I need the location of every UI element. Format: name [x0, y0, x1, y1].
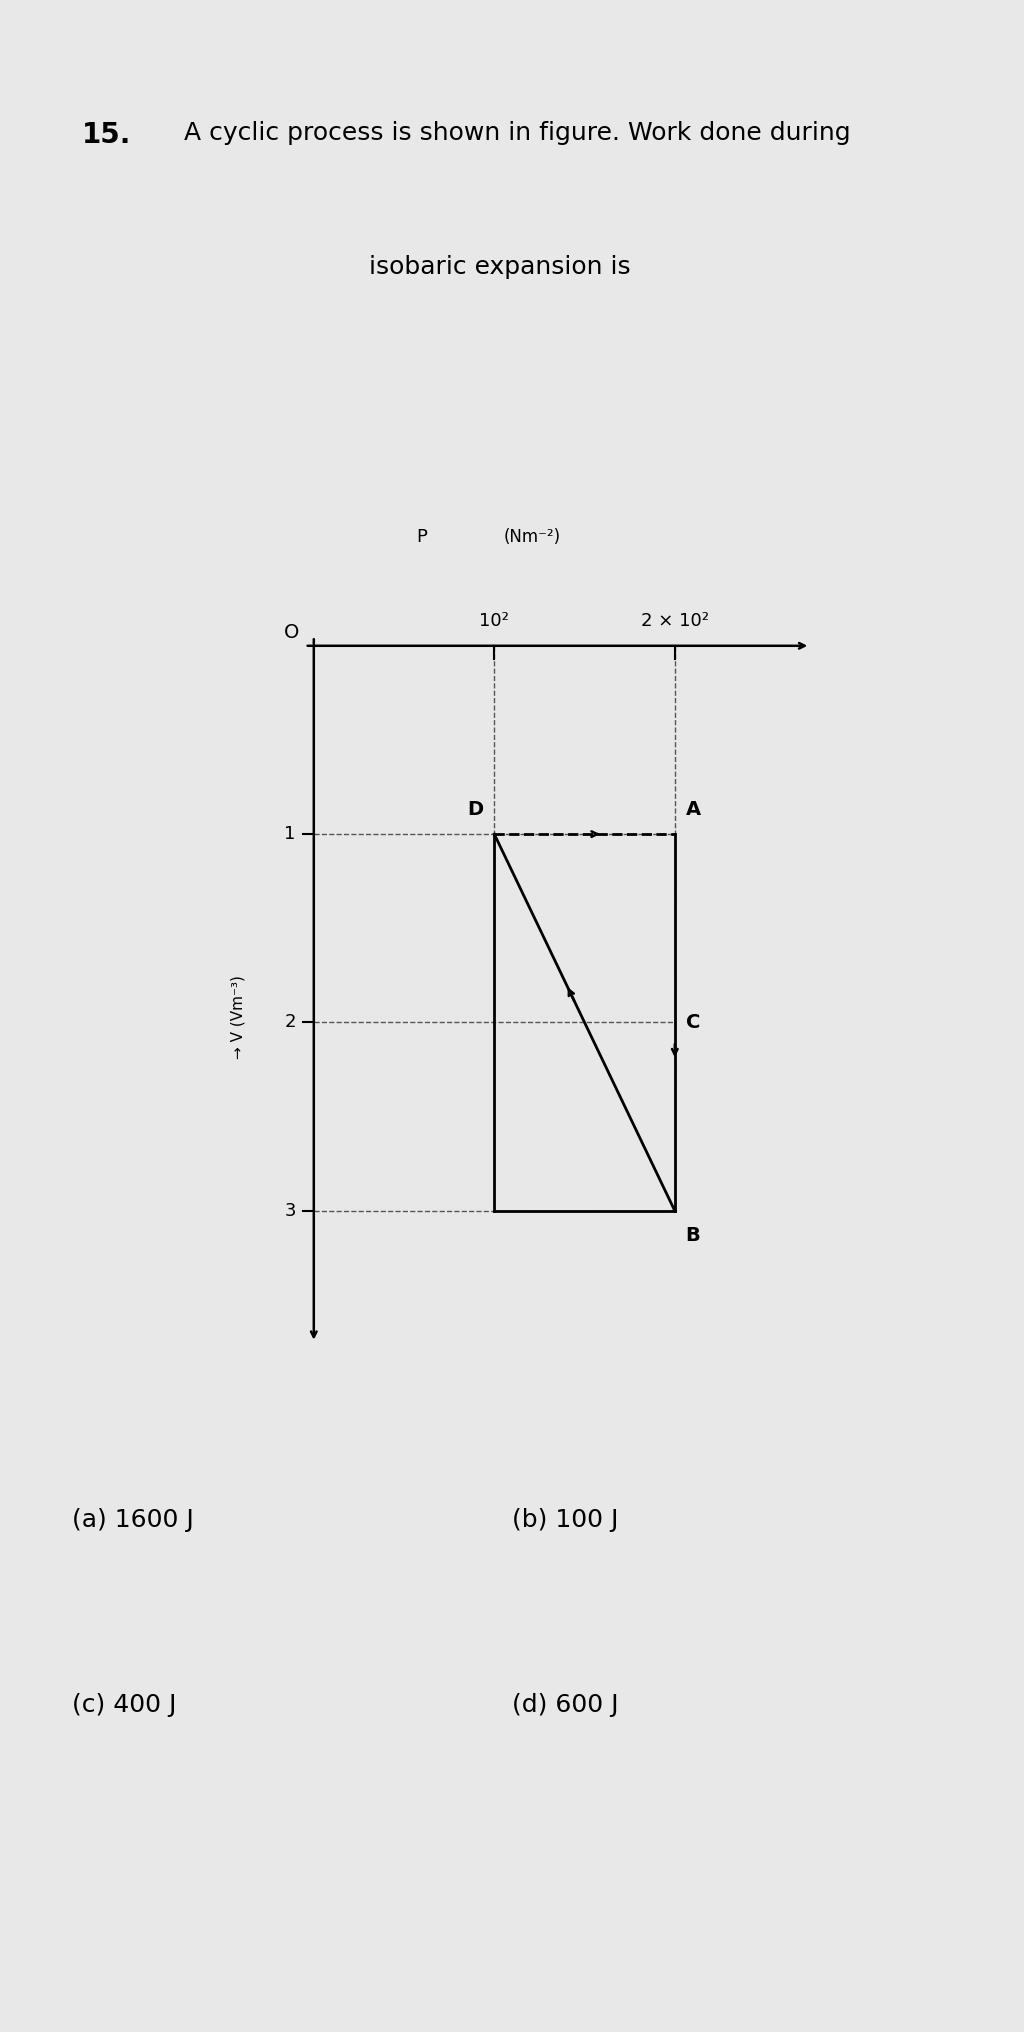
Text: 15.: 15.	[82, 122, 131, 148]
Text: (d) 600 J: (d) 600 J	[512, 1693, 618, 1717]
Text: (a) 1600 J: (a) 1600 J	[72, 1508, 194, 1532]
Text: 10²: 10²	[479, 612, 509, 630]
Text: isobaric expansion is: isobaric expansion is	[369, 256, 630, 278]
Text: O: O	[284, 624, 299, 642]
Text: B: B	[686, 1225, 700, 1246]
Text: 2: 2	[285, 1014, 296, 1032]
Text: (Nm⁻²): (Nm⁻²)	[504, 528, 560, 545]
Text: 2 × 10²: 2 × 10²	[641, 612, 709, 630]
Text: 1: 1	[285, 825, 296, 843]
Text: (c) 400 J: (c) 400 J	[72, 1693, 176, 1717]
Text: 3: 3	[285, 1201, 296, 1219]
Text: (b) 100 J: (b) 100 J	[512, 1508, 618, 1532]
Text: → V (Vm⁻³): → V (Vm⁻³)	[230, 975, 246, 1059]
Text: C: C	[686, 1012, 700, 1032]
Text: P: P	[417, 528, 428, 545]
Text: A: A	[686, 801, 700, 819]
Text: D: D	[467, 801, 483, 819]
Text: A cyclic process is shown in figure. Work done during: A cyclic process is shown in figure. Wor…	[184, 122, 851, 144]
